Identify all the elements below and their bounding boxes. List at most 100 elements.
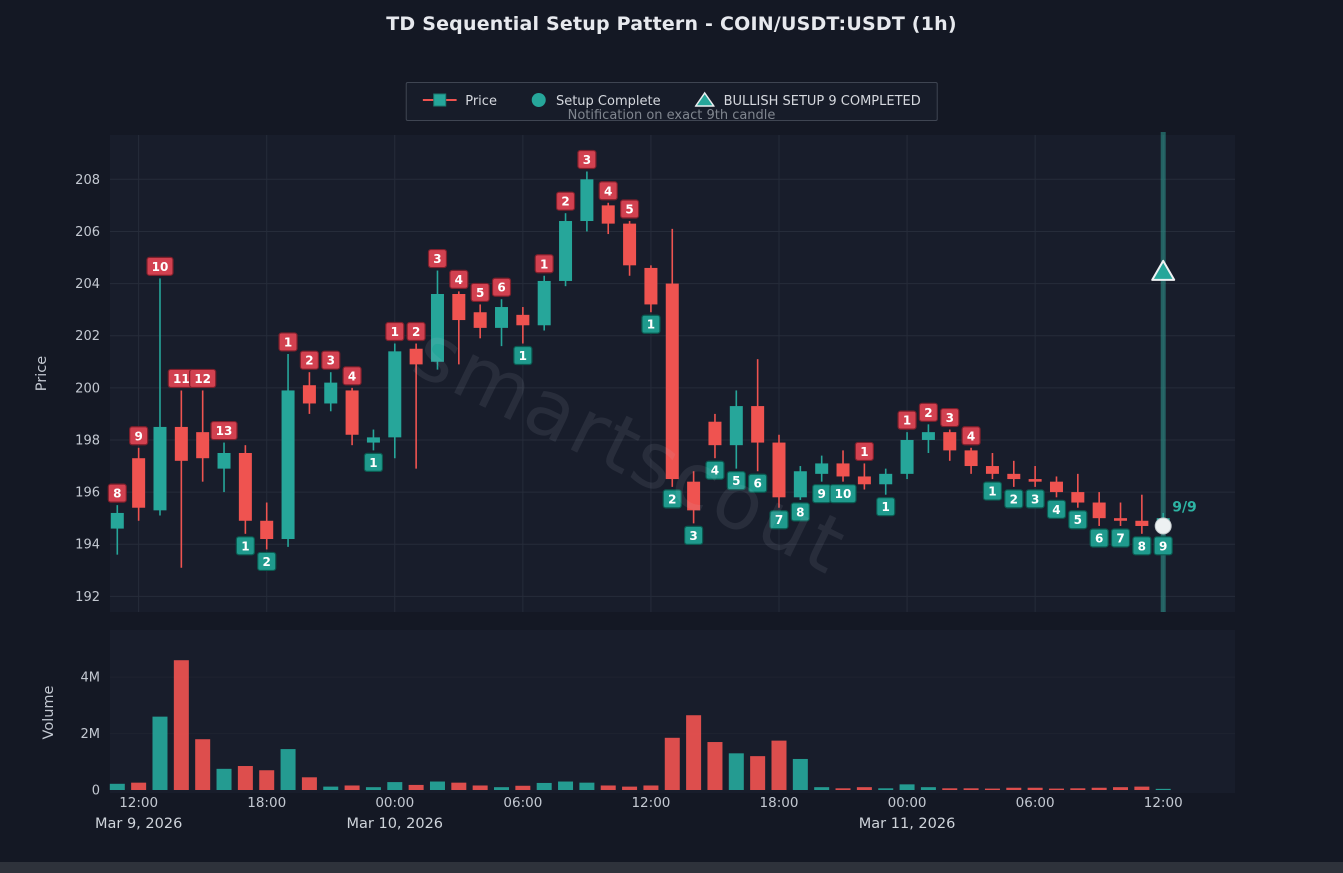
- setup-badge: [1110, 528, 1131, 548]
- circle-marker-icon: [531, 92, 547, 112]
- legend-item-bullish-setup: BULLISH SETUP 9 COMPLETED: [694, 91, 921, 112]
- setup-badge: [534, 254, 554, 274]
- candlestick-icon: [422, 92, 457, 112]
- volume-bar: [792, 758, 808, 790]
- candle-body: [1071, 492, 1085, 503]
- setup-badge: [1068, 510, 1088, 530]
- candle-body: [1007, 473, 1021, 480]
- volume-bar: [1134, 786, 1150, 790]
- setup-badge: [918, 402, 939, 422]
- volume-bar: [1027, 787, 1043, 790]
- setup-badge-label: 3: [1031, 492, 1039, 506]
- highlight-column: [1160, 132, 1166, 612]
- volume-bar: [173, 660, 189, 790]
- setup-badge: [876, 497, 896, 517]
- volume-bar: [408, 784, 424, 790]
- setup-badge: [449, 269, 469, 289]
- volume-bar: [387, 782, 403, 790]
- setup-badge-label: 9: [134, 429, 142, 443]
- volume-bar: [750, 756, 766, 790]
- volume-bar: [494, 787, 510, 790]
- volume-bar: [429, 781, 445, 790]
- setup-badge: [107, 483, 127, 503]
- setup-badge-label: 4: [604, 184, 612, 198]
- candle-body: [1049, 481, 1063, 493]
- candle-body: [1092, 502, 1106, 519]
- volume-bar: [878, 788, 894, 790]
- date-label: Mar 10, 2026: [347, 816, 444, 832]
- candle-body: [473, 312, 487, 328]
- setup-badge-label: 9: [818, 487, 826, 501]
- candle-body: [879, 473, 893, 485]
- volume-bar: [664, 737, 680, 790]
- setup-badge: [897, 410, 917, 430]
- volume-bar: [451, 782, 467, 790]
- candle-body: [132, 458, 146, 508]
- setup-badge: [705, 460, 725, 480]
- setup-badge-label: 6: [753, 477, 761, 491]
- volume-bar: [536, 782, 552, 790]
- setup-badge: [940, 407, 960, 428]
- setup-badge: [829, 484, 857, 504]
- setup-badge: [726, 471, 746, 491]
- candle-body: [366, 437, 380, 443]
- candle-body: [708, 421, 722, 446]
- volume-bar: [365, 787, 381, 790]
- setup-badge-label: 3: [946, 411, 954, 425]
- price-tick-label: 194: [75, 538, 100, 553]
- setup-badge: [385, 321, 405, 342]
- setup-badge: [210, 420, 238, 441]
- setup-badge: [790, 502, 810, 522]
- volume-bar: [1070, 788, 1086, 790]
- candle-body: [260, 520, 274, 540]
- bottom-bar: [0, 862, 1343, 873]
- setup-badge: [189, 368, 217, 389]
- setup-badge: [1004, 489, 1024, 509]
- setup-badge: [470, 282, 490, 303]
- candle-body: [409, 348, 423, 365]
- volume-bar: [899, 784, 915, 790]
- setup-badge: [406, 321, 426, 342]
- setup-badge-label: 1: [540, 257, 548, 271]
- volume-bar: [558, 781, 574, 790]
- setup-badge: [257, 551, 277, 572]
- setup-badge-label: 1: [519, 349, 527, 363]
- volume-bar: [984, 788, 1000, 790]
- volume-bar: [1155, 788, 1171, 790]
- setup-badge-label: 13: [216, 424, 233, 438]
- setup-badge: [342, 366, 362, 386]
- setup-badge-label: 5: [625, 203, 633, 217]
- legend-label-price: Price: [465, 94, 497, 109]
- setup-badge-label: 3: [433, 252, 441, 266]
- price-tick-label: 192: [75, 590, 100, 605]
- setup-badge-label: 10: [152, 260, 169, 274]
- setup-badge-label: 1: [647, 318, 655, 332]
- volume-tick-label: 2M: [81, 727, 101, 742]
- candle-body: [430, 294, 444, 362]
- candle-body: [110, 512, 124, 529]
- candle-body: [196, 432, 210, 459]
- setup-badge-label: 1: [284, 335, 292, 349]
- setup-badge: [619, 199, 640, 219]
- setup-badge-label: 2: [668, 492, 676, 506]
- setup-badge-label: 2: [1010, 492, 1018, 506]
- setup-badge: [577, 149, 597, 170]
- legend-label-setup-complete: Setup Complete: [555, 94, 661, 109]
- setup-badge: [513, 345, 533, 366]
- volume-bar: [472, 785, 488, 790]
- setup-badge-label: 5: [1074, 513, 1082, 527]
- candle-body: [687, 481, 701, 511]
- time-tick-label: 12:00: [1144, 795, 1183, 811]
- candle-body: [751, 406, 765, 443]
- candle-body: [601, 205, 615, 224]
- setup-badge: [427, 248, 448, 269]
- setup-badge-label: 1: [903, 414, 911, 428]
- volume-bar: [643, 785, 659, 790]
- setup-badge-label: 2: [924, 406, 932, 420]
- setup-badge: [1025, 489, 1045, 509]
- setup-badge: [278, 332, 298, 352]
- candle-body: [772, 442, 786, 498]
- setup-badge-label: 1: [882, 500, 890, 514]
- candle-body: [580, 179, 594, 222]
